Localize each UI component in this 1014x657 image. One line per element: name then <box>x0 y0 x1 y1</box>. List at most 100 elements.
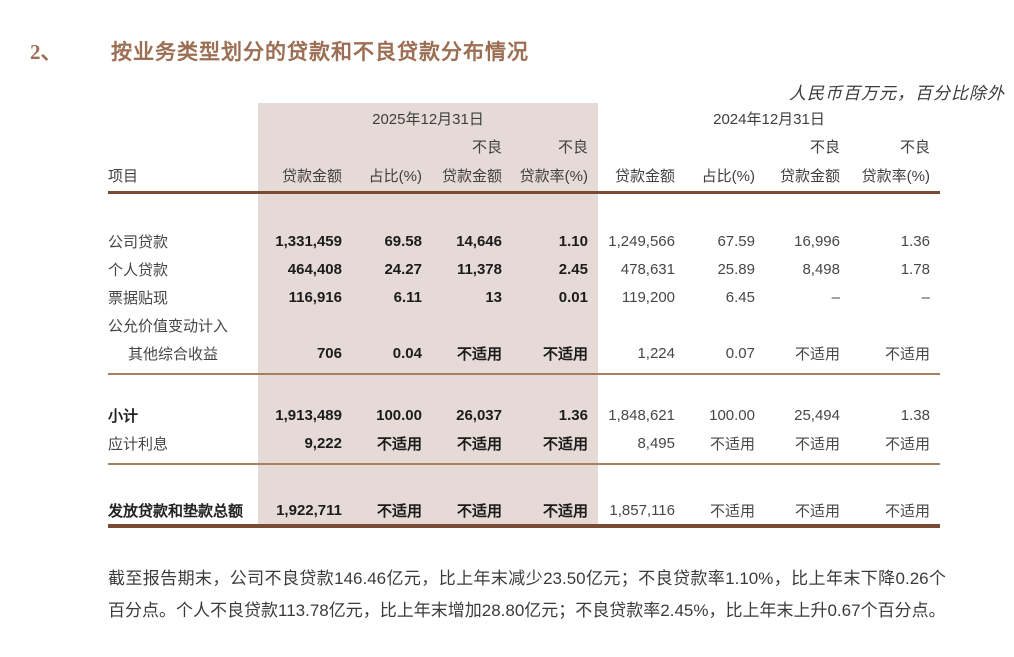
npl-amount-header-2025: 贷款金额 <box>432 159 512 194</box>
npl-ratio-header-2024: 贷款率(%) <box>850 159 940 194</box>
row-label: 小计 <box>108 407 139 425</box>
value-cell: 478,631 <box>620 260 675 278</box>
value-cell: – <box>921 288 930 306</box>
value-cell: 2.45 <box>558 260 588 278</box>
value-cell: 25.89 <box>717 260 755 278</box>
table-row-personal-loans: 个人贷款 464,408 24.27 11,378 2.45 478,631 2… <box>108 255 940 283</box>
row-label: 发放贷款和垫款总额 <box>108 496 258 528</box>
item-column-header: 项目 <box>108 159 258 194</box>
table-row-corporate-loans: 公司贷款 1,331,459 69.58 14,646 1.10 1,249,5… <box>108 227 940 255</box>
npl-amount-header-2024: 贷款金额 <box>765 159 850 194</box>
value-cell: 11,378 <box>456 260 502 278</box>
value-cell: 26,037 <box>456 406 502 424</box>
loans-by-business-type-table: 2025年12月31日 2024年12月31日 不良 不良 不良 不良 项目 贷… <box>108 103 940 528</box>
spacer-row <box>108 464 940 496</box>
value-cell: 69.58 <box>384 232 422 250</box>
share-header-2024: 占比(%) <box>685 159 765 194</box>
value-cell: 不适用 <box>685 496 765 528</box>
value-cell: 不适用 <box>432 339 512 375</box>
npl-commentary-paragraph: 截至报告期末，公司不良贷款146.46亿元，比上年末减少23.50亿元；不良贷款… <box>108 569 946 620</box>
value-cell: 1,922,711 <box>258 496 352 528</box>
value-cell: 706 <box>258 339 352 375</box>
value-cell: 1.36 <box>558 406 588 424</box>
value-cell: 1.38 <box>900 406 930 424</box>
column-header-row: 项目 贷款金额 占比(%) 贷款金额 贷款率(%) 贷款金额 占比(%) 贷款金… <box>108 159 940 194</box>
table-row-accrued-interest: 应计利息 9,222 不适用 不适用 不适用 8,495 不适用 不适用 不适用 <box>108 429 940 465</box>
value-cell: 25,494 <box>794 406 840 424</box>
loans-table-wrapper: 2025年12月31日 2024年12月31日 不良 不良 不良 不良 项目 贷… <box>108 103 940 528</box>
value-cell: 16,996 <box>794 232 840 250</box>
value-cell: 0.01 <box>558 288 588 306</box>
row-label: 公司贷款 <box>108 233 169 251</box>
value-cell: 不适用 <box>352 496 432 528</box>
npl-ratio-header-2025: 贷款率(%) <box>512 159 598 194</box>
value-cell: 不适用 <box>432 429 512 465</box>
value-cell: 不适用 <box>512 429 598 465</box>
row-label: 个人贷款 <box>108 261 169 279</box>
share-header-2025: 占比(%) <box>352 159 432 194</box>
table-row-fvoci-line2: 其他综合收益 706 0.04 不适用 不适用 1,224 0.07 不适用 不… <box>108 339 940 375</box>
value-cell: 116,916 <box>288 288 342 306</box>
value-cell: 100.00 <box>376 406 422 424</box>
page-title: 按业务类型划分的贷款和不良贷款分布情况 <box>110 41 529 64</box>
value-cell: 9,222 <box>258 429 352 465</box>
row-label: 公允价值变动计入 <box>108 317 229 335</box>
value-cell: 1.36 <box>900 232 930 250</box>
value-cell: 不适用 <box>685 429 765 465</box>
value-cell: 1.78 <box>900 260 930 278</box>
row-label: 应计利息 <box>108 429 258 465</box>
value-cell: 0.07 <box>685 339 765 375</box>
value-cell: 不适用 <box>765 496 850 528</box>
value-cell: 不适用 <box>432 496 512 528</box>
value-cell: 1,224 <box>598 339 685 375</box>
value-cell: 1.10 <box>558 232 588 250</box>
value-cell: 1,249,566 <box>608 232 675 250</box>
value-cell: 不适用 <box>512 339 598 375</box>
value-cell: 13 <box>485 288 502 306</box>
value-cell: 不适用 <box>765 339 850 375</box>
value-cell: 119,200 <box>621 288 675 306</box>
value-cell: 0.04 <box>352 339 432 375</box>
row-label: 其他综合收益 <box>108 339 258 375</box>
value-cell: 24.27 <box>384 260 422 278</box>
spacer-row <box>108 374 940 401</box>
row-label: 票据贴现 <box>108 289 169 307</box>
period-header-row: 2025年12月31日 2024年12月31日 <box>108 103 940 133</box>
value-cell: 1,913,489 <box>275 406 342 424</box>
value-cell: 1,331,459 <box>275 232 342 250</box>
value-cell: 1,857,116 <box>598 496 685 528</box>
table-row-total-loans: 发放贷款和垫款总额 1,922,711 不适用 不适用 不适用 1,857,11… <box>108 496 940 528</box>
value-cell: 6.11 <box>393 288 422 306</box>
value-cell: 6.45 <box>725 288 755 306</box>
value-cell: 不适用 <box>765 429 850 465</box>
spacer-row <box>108 193 940 228</box>
value-cell: – <box>831 288 840 306</box>
section-number: 2、 <box>30 40 62 64</box>
value-cell: 1,848,621 <box>608 406 675 424</box>
value-cell: 不适用 <box>850 429 940 465</box>
value-cell: 67.59 <box>717 232 755 250</box>
value-cell: 14,646 <box>456 232 502 250</box>
table-row-fvoci-line1: 公允价值变动计入 <box>108 311 940 339</box>
section-title-row: 2、 按业务类型划分的贷款和不良贷款分布情况 <box>30 36 980 66</box>
value-cell: 8,495 <box>598 429 685 465</box>
npl-prefix-2024-ratio: 不良 <box>899 138 930 156</box>
value-cell: 8,498 <box>802 260 840 278</box>
value-cell: 不适用 <box>352 429 432 465</box>
value-cell: 不适用 <box>512 496 598 528</box>
period-2025-header: 2025年12月31日 <box>372 110 484 128</box>
table-row-subtotal: 小计 1,913,489 100.00 26,037 1.36 1,848,62… <box>108 401 940 429</box>
value-cell: 464,408 <box>287 260 342 278</box>
table-row-discounted-bills: 票据贴现 116,916 6.11 13 0.01 119,200 6.45 –… <box>108 283 940 311</box>
period-2024-header: 2024年12月31日 <box>713 110 825 128</box>
value-cell: 100.00 <box>709 406 755 424</box>
npl-prefix-header-row: 不良 不良 不良 不良 <box>108 133 940 159</box>
npl-prefix-2025-amount: 不良 <box>471 138 502 156</box>
value-cell: 不适用 <box>850 339 940 375</box>
loan-amount-header-2024: 贷款金额 <box>598 159 685 194</box>
npl-prefix-2024-amount: 不良 <box>809 138 840 156</box>
loan-amount-header-2025: 贷款金额 <box>258 159 352 194</box>
currency-unit-note: 人民币百万元，百分比除外 <box>789 84 1005 103</box>
value-cell: 不适用 <box>850 496 940 528</box>
npl-prefix-2025-ratio: 不良 <box>557 138 588 156</box>
